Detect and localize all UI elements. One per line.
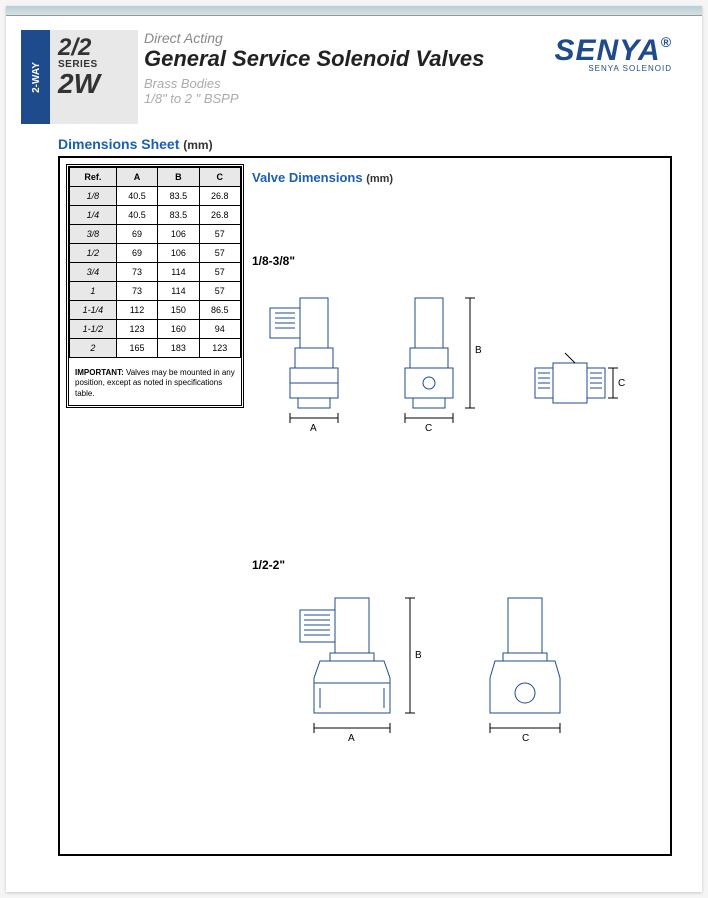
brand-name: SENYA®: [555, 34, 672, 68]
valve-svg-small: A B: [260, 288, 630, 468]
svg-text:C: C: [425, 423, 432, 434]
ref-cell: 1-1/2: [70, 320, 117, 339]
value-cell: 123: [116, 320, 157, 339]
mounting-note: IMPORTANT: Valves may be mounted in any …: [69, 358, 241, 405]
size-label-large: 1/2-2": [252, 558, 285, 572]
table-row: 3/47311457: [70, 263, 241, 282]
value-cell: 73: [116, 282, 157, 301]
table-row: 1/26910657: [70, 244, 241, 263]
table-row: 3/86910657: [70, 225, 241, 244]
svg-text:A: A: [310, 423, 317, 434]
value-cell: 26.8: [199, 206, 240, 225]
value-cell: 112: [116, 301, 157, 320]
series-code: 2W: [58, 70, 130, 98]
dimensions-table-wrap: Ref.ABC 1/840.583.526.81/440.583.526.83/…: [66, 164, 244, 408]
ref-cell: 3/4: [70, 263, 117, 282]
value-cell: 40.5: [116, 206, 157, 225]
brand-logo: SENYA® SENYA SOLENOID: [555, 34, 672, 73]
value-cell: 114: [158, 282, 199, 301]
size-label-small: 1/8-3/8": [252, 254, 295, 268]
table-row: 2165183123: [70, 339, 241, 358]
value-cell: 57: [199, 282, 240, 301]
title-material: Brass Bodies: [144, 76, 484, 91]
value-cell: 69: [116, 244, 157, 263]
value-cell: 57: [199, 244, 240, 263]
ref-cell: 1/2: [70, 244, 117, 263]
registered-icon: ®: [661, 34, 672, 50]
table-header: Ref.: [70, 168, 117, 187]
section-title: Dimensions Sheet (mm): [58, 136, 702, 152]
side-tab-label: 2-WAY: [31, 62, 42, 93]
valve-dimensions-title: Valve Dimensions (mm): [252, 170, 393, 185]
value-cell: 57: [199, 263, 240, 282]
svg-text:A: A: [348, 733, 355, 744]
title-category: Direct Acting: [144, 30, 484, 46]
ref-cell: 1/8: [70, 187, 117, 206]
table-row: 17311457: [70, 282, 241, 301]
datasheet-page: 2-WAY 2/2 SERIES 2W Direct Acting Genera…: [6, 6, 702, 892]
page-topbar: [6, 6, 702, 16]
value-cell: 165: [116, 339, 157, 358]
table-row: 1/840.583.526.8: [70, 187, 241, 206]
valve-svg-large: A B C: [280, 588, 630, 788]
valve-drawing-large: A B C: [280, 588, 630, 793]
table-header: A: [116, 168, 157, 187]
svg-text:C: C: [618, 378, 625, 389]
value-cell: 160: [158, 320, 199, 339]
table-header: B: [158, 168, 199, 187]
ref-cell: 1/4: [70, 206, 117, 225]
table-row: 1-1/411215086.5: [70, 301, 241, 320]
value-cell: 106: [158, 225, 199, 244]
value-cell: 83.5: [158, 206, 199, 225]
value-cell: 114: [158, 263, 199, 282]
value-cell: 183: [158, 339, 199, 358]
ref-cell: 3/8: [70, 225, 117, 244]
svg-text:B: B: [475, 345, 482, 356]
value-cell: 94: [199, 320, 240, 339]
title-block: Direct Acting General Service Solenoid V…: [144, 30, 484, 106]
title-range: 1/8" to 2 " BSPP: [144, 91, 484, 106]
valve-drawing-small: A B: [260, 288, 630, 473]
table-header: C: [199, 168, 240, 187]
note-label: IMPORTANT:: [75, 368, 124, 377]
value-cell: 123: [199, 339, 240, 358]
series-box: 2/2 SERIES 2W: [50, 30, 138, 124]
svg-text:B: B: [415, 650, 422, 661]
value-cell: 150: [158, 301, 199, 320]
value-cell: 83.5: [158, 187, 199, 206]
title-main: General Service Solenoid Valves: [144, 46, 484, 72]
content-frame: Ref.ABC 1/840.583.526.81/440.583.526.83/…: [58, 156, 672, 856]
value-cell: 40.5: [116, 187, 157, 206]
value-cell: 69: [116, 225, 157, 244]
value-cell: 73: [116, 263, 157, 282]
ref-cell: 1: [70, 282, 117, 301]
value-cell: 86.5: [199, 301, 240, 320]
header: 2-WAY 2/2 SERIES 2W Direct Acting Genera…: [6, 16, 702, 126]
ref-cell: 2: [70, 339, 117, 358]
value-cell: 26.8: [199, 187, 240, 206]
table-row: 1-1/212316094: [70, 320, 241, 339]
table-row: 1/440.583.526.8: [70, 206, 241, 225]
series-fraction: 2/2: [58, 36, 130, 60]
value-cell: 106: [158, 244, 199, 263]
side-tab: 2-WAY: [21, 30, 51, 124]
dimensions-table: Ref.ABC 1/840.583.526.81/440.583.526.83/…: [69, 167, 241, 358]
svg-text:C: C: [522, 733, 529, 744]
ref-cell: 1-1/4: [70, 301, 117, 320]
value-cell: 57: [199, 225, 240, 244]
